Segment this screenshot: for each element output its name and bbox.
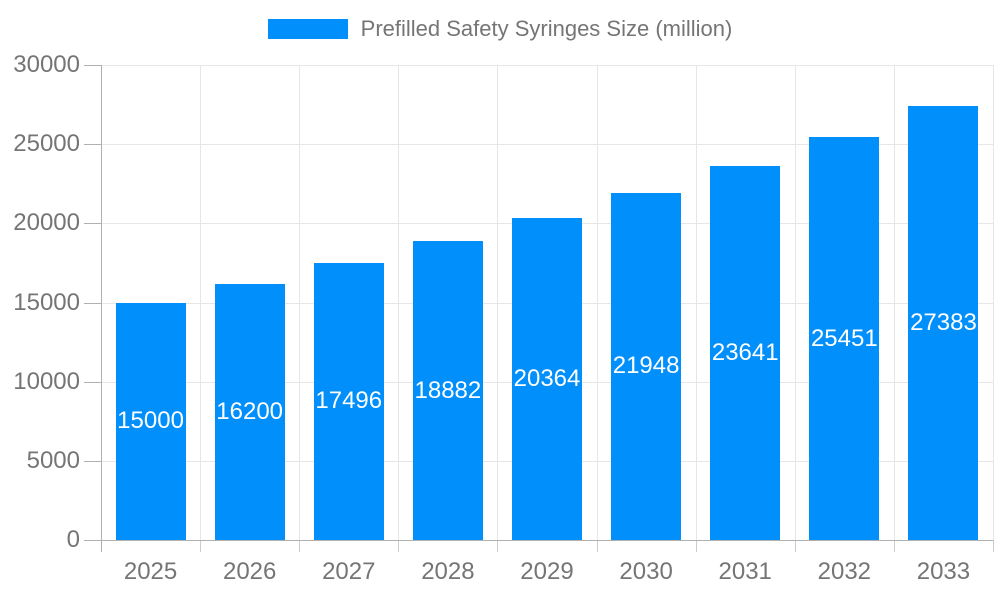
x-axis-line <box>101 540 993 541</box>
h-gridline <box>101 144 993 146</box>
x-axis-tick-label: 2025 <box>123 558 178 585</box>
y-axis-line <box>101 65 102 552</box>
y-axis-tick-label: 0 <box>66 526 80 553</box>
v-gridline <box>993 65 994 540</box>
bar-value-label: 18882 <box>414 376 482 404</box>
x-axis-tick <box>893 540 895 552</box>
legend: Prefilled Safety Syringes Size (million) <box>0 16 1000 42</box>
v-gridline <box>497 65 499 540</box>
y-axis-tick <box>84 381 101 383</box>
x-axis-tick-label: 2033 <box>916 558 971 585</box>
x-axis-tick <box>695 540 697 552</box>
v-gridline <box>596 65 598 540</box>
h-gridline <box>101 65 993 66</box>
bar-value-label: 21948 <box>612 352 680 380</box>
y-axis-tick-label: 10000 <box>13 367 80 395</box>
y-axis-tick-label: 25000 <box>13 130 80 158</box>
x-axis-tick <box>398 540 400 552</box>
bar-2027[interactable]: 17496 <box>313 262 384 540</box>
plot-area: 15000 16200 17496 18882 20364 21948 23641 25451… <box>101 65 994 540</box>
bar-value-label: 25451 <box>810 324 878 352</box>
x-axis-tick-label: 2028 <box>421 558 475 585</box>
x-axis-tick <box>497 540 499 552</box>
y-axis-tick <box>84 540 101 541</box>
y-axis-tick <box>84 144 101 146</box>
x-axis-tick <box>200 540 202 552</box>
bar-value-label: 20364 <box>513 364 581 392</box>
bar-2033[interactable]: 27383 <box>908 106 979 540</box>
x-axis-tick <box>299 540 301 552</box>
bar-value-label: 15000 <box>117 407 184 435</box>
y-axis-tick <box>84 65 101 66</box>
bar-2030[interactable]: 21948 <box>611 192 682 540</box>
y-axis-tick <box>84 460 101 462</box>
y-axis-tick-label: 20000 <box>13 209 80 237</box>
bar-value-label: 17496 <box>315 387 383 415</box>
v-gridline <box>200 65 202 540</box>
bar-2025[interactable]: 15000 <box>115 302 186 540</box>
v-gridline <box>398 65 400 540</box>
bar-2032[interactable]: 25451 <box>809 137 880 540</box>
x-axis-tick-label: 2029 <box>520 558 574 585</box>
x-axis-tick <box>596 540 598 552</box>
bar-value-label: 16200 <box>216 397 284 425</box>
bar-2028[interactable]: 18882 <box>412 241 483 540</box>
y-axis-tick <box>84 302 101 304</box>
y-axis-tick-label: 5000 <box>26 446 80 474</box>
bar-value-label: 27383 <box>910 309 977 337</box>
x-axis-tick <box>794 540 796 552</box>
v-gridline <box>794 65 796 540</box>
bar-value-label: 23641 <box>711 338 779 366</box>
legend-item[interactable]: Prefilled Safety Syringes Size (million) <box>267 16 733 42</box>
x-axis-tick <box>993 540 994 552</box>
x-axis-tick-label: 2030 <box>619 558 673 585</box>
legend-swatch-icon <box>267 19 348 39</box>
v-gridline <box>695 65 697 540</box>
v-gridline <box>299 65 301 540</box>
x-axis-tick-label: 2031 <box>718 558 772 585</box>
y-axis-tick <box>84 223 101 225</box>
bar-2026[interactable]: 16200 <box>214 283 285 540</box>
y-axis-tick-label: 30000 <box>13 51 80 78</box>
y-axis-tick-label: 15000 <box>13 288 80 316</box>
v-gridline <box>893 65 895 540</box>
x-axis-tick-label: 2032 <box>817 558 872 585</box>
bar-2029[interactable]: 20364 <box>512 217 582 540</box>
x-axis-tick-label: 2027 <box>322 558 376 585</box>
x-axis-tick-label: 2026 <box>222 558 277 585</box>
bar-2031[interactable]: 23641 <box>710 165 781 540</box>
legend-label: Prefilled Safety Syringes Size (million) <box>360 16 733 41</box>
